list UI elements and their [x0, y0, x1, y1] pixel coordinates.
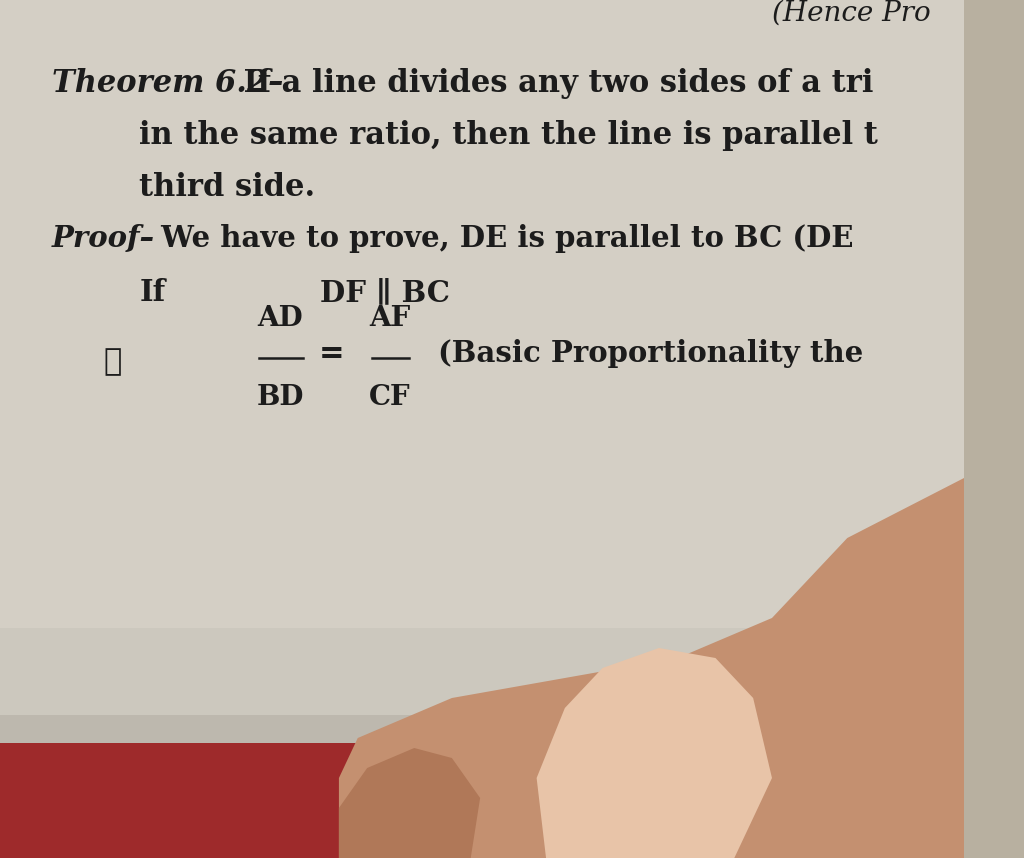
Text: If a line divides any two sides of a tri: If a line divides any two sides of a tri: [233, 68, 873, 99]
FancyBboxPatch shape: [0, 628, 964, 748]
Text: in the same ratio, then the line is parallel t: in the same ratio, then the line is para…: [139, 120, 879, 151]
Text: BD: BD: [257, 384, 304, 411]
Text: If: If: [139, 278, 166, 307]
FancyBboxPatch shape: [0, 718, 964, 858]
Text: We have to prove, DE is parallel to BC (DE: We have to prove, DE is parallel to BC (…: [151, 224, 863, 253]
Text: (Hence Pro: (Hence Pro: [772, 0, 931, 27]
Text: third side.: third side.: [139, 172, 315, 203]
Text: (Basic Proportionality the: (Basic Proportionality the: [438, 340, 863, 368]
FancyBboxPatch shape: [0, 715, 489, 743]
Polygon shape: [339, 478, 964, 858]
Text: Proof–: Proof–: [52, 224, 155, 253]
Polygon shape: [339, 748, 480, 858]
Text: CF: CF: [369, 384, 411, 411]
Text: =: =: [318, 339, 344, 370]
Text: Theorem 6.2–: Theorem 6.2–: [52, 68, 284, 99]
Text: AF: AF: [369, 305, 411, 332]
Text: AD: AD: [258, 305, 303, 332]
Polygon shape: [537, 648, 772, 858]
FancyBboxPatch shape: [0, 0, 964, 748]
Text: DF ∥ BC: DF ∥ BC: [321, 278, 450, 307]
Text: ∴: ∴: [103, 346, 122, 377]
